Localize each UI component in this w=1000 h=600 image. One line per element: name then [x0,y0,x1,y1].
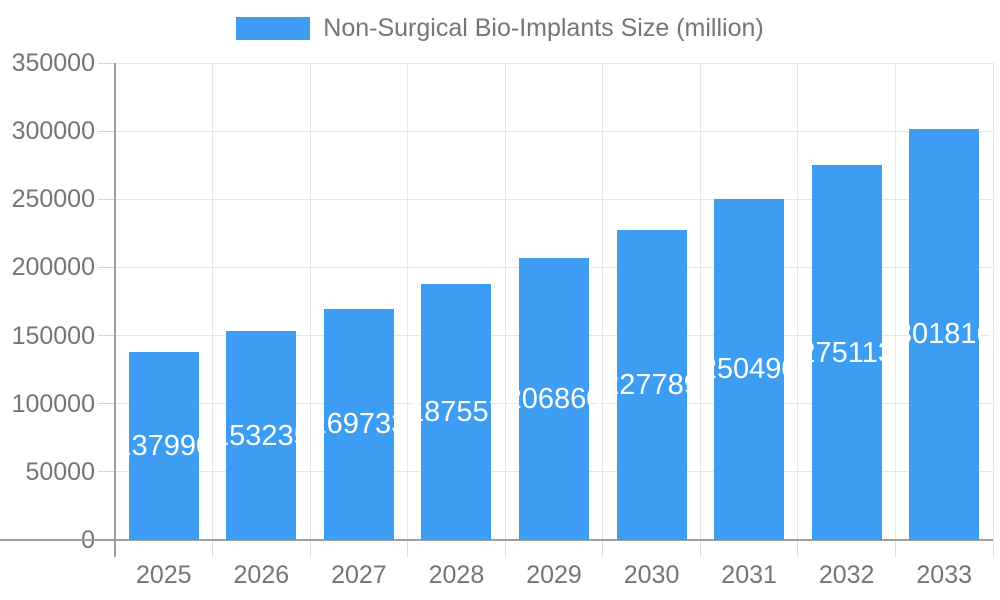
v-gridline [992,63,994,540]
y-axis-label: 50000 [25,457,95,486]
chart-legend: Non-Surgical Bio-Implants Size (million) [0,14,1000,43]
y-axis-tick [98,266,115,268]
bar-2031[interactable] [714,198,785,540]
bar-2030[interactable] [616,229,687,540]
y-axis-line [114,63,116,557]
legend-swatch [236,17,311,40]
y-axis-label: 250000 [11,185,95,214]
x-axis-tick [504,540,506,557]
h-gridline [115,62,993,64]
x-axis-label-2032: 2032 [818,561,875,589]
y-axis-tick [98,62,115,64]
x-axis-tick [309,540,311,557]
v-gridline [504,63,506,540]
v-gridline [797,63,799,540]
bar-2025[interactable] [128,351,199,540]
y-axis-tick [98,130,115,132]
x-axis-label-2029: 2029 [526,561,582,589]
x-axis-tick [699,540,701,557]
y-axis-label: 150000 [11,321,95,350]
bar-2028[interactable] [421,284,492,540]
bar-2029[interactable] [519,258,589,540]
x-axis-tick [992,540,994,557]
y-axis-label: 300000 [11,117,95,146]
y-axis-tick [98,335,115,337]
bar-2027[interactable] [323,308,394,540]
v-gridline [309,63,311,540]
x-axis-tick [212,540,214,557]
x-axis-label-2033: 2033 [916,561,973,589]
x-axis-label-2025: 2025 [135,561,192,589]
bar-2033[interactable] [909,128,980,540]
x-axis-tick [797,540,799,557]
v-gridline [212,63,214,540]
h-gridline [115,130,993,132]
bar-2026[interactable] [226,331,297,540]
x-axis-label-2028: 2028 [428,561,485,589]
x-axis-tick [407,540,409,557]
x-axis-label-2026: 2026 [233,561,290,589]
v-gridline [407,63,409,540]
y-axis-label: 200000 [11,253,95,282]
y-axis-label: 100000 [11,389,95,418]
h-gridline [115,198,993,200]
legend-label: Non-Surgical Bio-Implants Size (million) [323,14,764,42]
y-axis-tick [98,471,115,473]
bar-2032[interactable] [811,165,882,540]
v-gridline [602,63,604,540]
v-gridline [699,63,701,540]
v-gridline [894,63,896,540]
x-axis-tick [894,540,896,557]
x-axis-label-2030: 2030 [623,561,680,589]
x-axis-baseline [0,539,993,541]
x-axis-label-2031: 2031 [721,561,777,589]
y-axis-label: 350000 [11,49,95,77]
x-axis-label-2027: 2027 [331,561,387,589]
y-axis-tick [98,403,115,405]
y-axis-tick [98,198,115,200]
x-axis-tick [602,540,604,557]
